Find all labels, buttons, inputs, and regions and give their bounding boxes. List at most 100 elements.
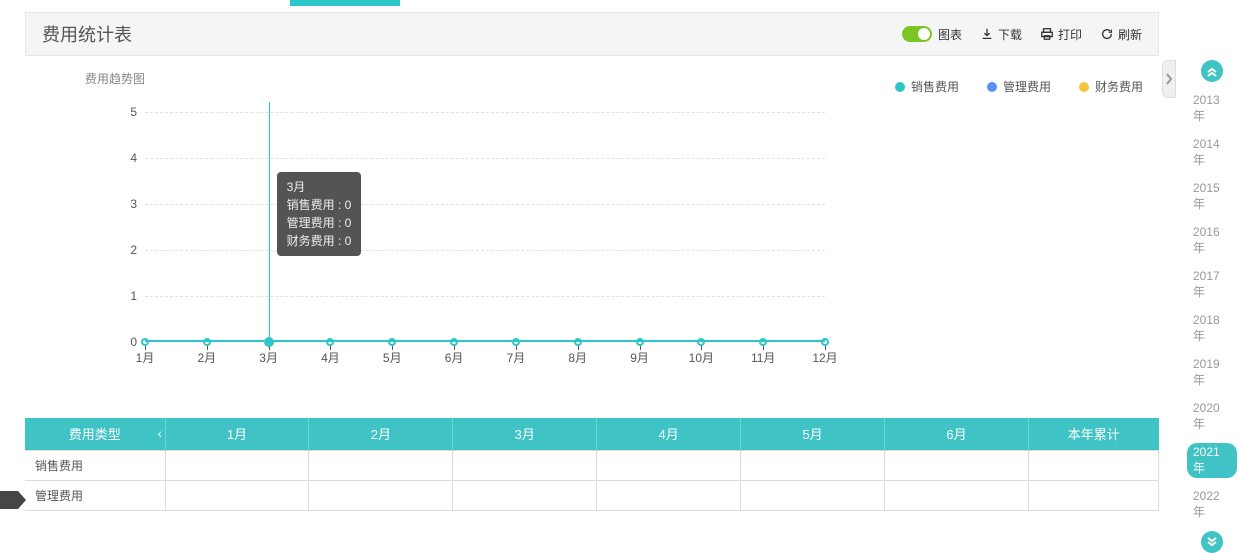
- col-month[interactable]: 1月 ‹: [165, 418, 309, 450]
- expense-table: 费用类型 1月 ‹ 2月 3月 4月 5月 6月 › 本年累计 销售费用管理费用: [25, 418, 1159, 511]
- row-label: 销售费用: [25, 450, 165, 480]
- page-header: 费用统计表 图表 下载 打印 刷新: [25, 12, 1159, 56]
- legend-label: 财务费用: [1095, 78, 1143, 95]
- year-rail: 2013年 2014年 2015年 2016年 2017年 2018年 2019年 2020年…: [1187, 60, 1237, 553]
- cell[interactable]: [597, 480, 741, 510]
- y-axis-label: 1: [117, 289, 137, 303]
- row-label: 管理费用: [25, 480, 165, 510]
- legend-dot-icon: [1079, 82, 1089, 92]
- cell[interactable]: [453, 450, 597, 480]
- print-label: 打印: [1058, 26, 1082, 43]
- x-axis-label: 3月: [259, 349, 278, 366]
- table-row: 管理费用: [25, 480, 1159, 510]
- col-month[interactable]: 6月 ›: [885, 418, 1029, 450]
- legend-label: 管理费用: [1003, 78, 1051, 95]
- col-month[interactable]: 5月: [741, 418, 885, 450]
- page-title: 费用统计表: [42, 21, 132, 47]
- x-axis-label: 12月: [812, 349, 837, 366]
- x-axis-label: 8月: [568, 349, 587, 366]
- year-option[interactable]: 2013年: [1187, 91, 1237, 126]
- y-axis-label: 5: [117, 105, 137, 119]
- chevron-up-double-icon: [1205, 64, 1219, 78]
- col-month[interactable]: 2月: [309, 418, 453, 450]
- cell[interactable]: [597, 450, 741, 480]
- year-option[interactable]: 2019年: [1187, 355, 1237, 390]
- chart-toggle-wrap: 图表: [902, 26, 962, 43]
- row-total: [1029, 480, 1159, 510]
- table-row: 销售费用: [25, 450, 1159, 480]
- gridline: [145, 112, 825, 113]
- series-line: [145, 340, 825, 342]
- chevron-right-icon: [1164, 72, 1174, 86]
- col-month[interactable]: 3月: [453, 418, 597, 450]
- year-option[interactable]: 2020年: [1187, 399, 1237, 434]
- cell[interactable]: [741, 480, 885, 510]
- cell[interactable]: [741, 450, 885, 480]
- collapse-handle[interactable]: [1162, 60, 1176, 98]
- y-axis-label: 4: [117, 151, 137, 165]
- print-icon: [1040, 27, 1054, 41]
- table-header-row: 费用类型 1月 ‹ 2月 3月 4月 5月 6月 › 本年累计: [25, 418, 1159, 450]
- x-axis-label: 10月: [689, 349, 714, 366]
- gridline: [145, 250, 825, 251]
- print-button[interactable]: 打印: [1040, 26, 1082, 43]
- legend-dot-icon: [895, 82, 905, 92]
- cell[interactable]: [885, 480, 1029, 510]
- gridline: [145, 296, 825, 297]
- cell[interactable]: [885, 450, 1029, 480]
- chevron-down-double-icon: [1205, 535, 1219, 549]
- download-button[interactable]: 下载: [980, 26, 1022, 43]
- year-option[interactable]: 2014年: [1187, 135, 1237, 170]
- col-total: 本年累计: [1029, 418, 1159, 450]
- x-axis-label: 9月: [630, 349, 649, 366]
- refresh-icon: [1100, 27, 1114, 41]
- chart-plot[interactable]: 0123451月2月3月4月5月6月7月8月9月10月11月12月3月销售费用 …: [145, 112, 825, 342]
- year-option[interactable]: 2018年: [1187, 311, 1237, 346]
- refresh-label: 刷新: [1118, 26, 1142, 43]
- year-option[interactable]: 2015年: [1187, 179, 1237, 214]
- cell[interactable]: [309, 450, 453, 480]
- year-option[interactable]: 2022年: [1187, 487, 1237, 522]
- year-scroll-down-button[interactable]: [1201, 531, 1223, 553]
- header-actions: 图表 下载 打印 刷新: [902, 26, 1142, 43]
- y-axis-label: 3: [117, 197, 137, 211]
- gridline: [145, 204, 825, 205]
- chart-toggle-label: 图表: [938, 26, 962, 43]
- cell[interactable]: [165, 450, 309, 480]
- chart-title: 费用趋势图: [85, 70, 145, 87]
- legend-label: 销售费用: [911, 78, 959, 95]
- y-axis-label: 2: [117, 243, 137, 257]
- chart-toggle[interactable]: [902, 26, 932, 42]
- legend-item[interactable]: 销售费用: [895, 78, 959, 95]
- refresh-button[interactable]: 刷新: [1100, 26, 1142, 43]
- year-option[interactable]: 2017年: [1187, 267, 1237, 302]
- col-month[interactable]: 4月: [597, 418, 741, 450]
- legend-item[interactable]: 管理费用: [987, 78, 1051, 95]
- x-axis-label: 2月: [197, 349, 216, 366]
- download-icon: [980, 27, 994, 41]
- x-axis-label: 6月: [445, 349, 464, 366]
- x-axis-label: 11月: [751, 349, 775, 366]
- year-option[interactable]: 2016年: [1187, 223, 1237, 258]
- year-scroll-up-button[interactable]: [1201, 60, 1223, 82]
- download-label: 下载: [998, 26, 1022, 43]
- cell[interactable]: [165, 480, 309, 510]
- x-axis-label: 5月: [383, 349, 402, 366]
- row-total: [1029, 450, 1159, 480]
- legend-dot-icon: [987, 82, 997, 92]
- chart-card: 费用趋势图 销售费用 管理费用 财务费用 0123451月2月3月4月5月6月7…: [25, 60, 1159, 410]
- y-axis-label: 0: [117, 335, 137, 349]
- legend-item[interactable]: 财务费用: [1079, 78, 1143, 95]
- cell[interactable]: [309, 480, 453, 510]
- bottom-left-tab[interactable]: [0, 491, 18, 509]
- cell[interactable]: [453, 480, 597, 510]
- top-tab-accent: [290, 0, 400, 6]
- chevron-left-icon[interactable]: ‹: [158, 425, 163, 441]
- chart-legend: 销售费用 管理费用 财务费用: [895, 78, 1143, 95]
- year-option[interactable]: 2021年: [1187, 443, 1237, 478]
- x-axis-label: 1月: [136, 349, 155, 366]
- x-axis-label: 7月: [507, 349, 526, 366]
- gridline: [145, 158, 825, 159]
- x-axis-label: 4月: [321, 349, 340, 366]
- col-type: 费用类型: [25, 418, 165, 450]
